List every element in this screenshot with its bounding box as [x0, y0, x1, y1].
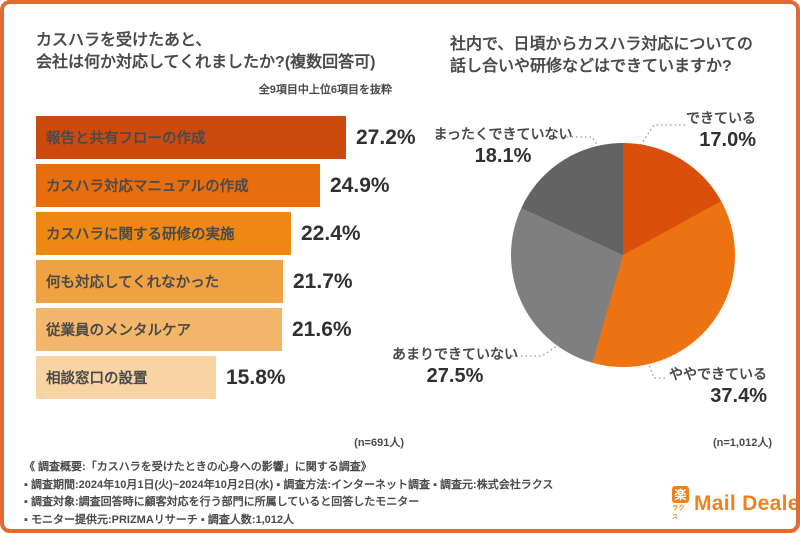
left-chart-n-label: (n=691人): [354, 437, 404, 449]
left-chart-title-line2: 会社は何か対応してくれましたか?(複数回答可): [36, 54, 376, 72]
survey-line: ▪ 調査期間:2024年10月1日(火)~2024年10月2日(水) ▪ 調査方…: [24, 478, 554, 491]
bar: 相談窓口の設置: [36, 356, 216, 399]
left-chart-title: カスハラを受けたあと、 会社は何か対応してくれましたか?(複数回答可): [36, 30, 375, 75]
pie-label-amari: あまりできていない 27.5%: [390, 346, 520, 389]
survey-heading: 《 調査概要:「カスハラを受けたときの心身への影響」に関する調査》: [24, 461, 372, 473]
bar-value: 21.7%: [293, 269, 353, 293]
rakus-icon-subtext: ラクス: [672, 506, 686, 521]
right-chart-title: 社内で、日頃からカスハラ対応についての 話し合いや研修などはできていますか?: [450, 34, 753, 79]
pie-label-value: 18.1%: [474, 144, 532, 167]
bar-row: 何も対応してくれなかった 21.7%: [36, 260, 436, 303]
right-chart-title-line1: 社内で、日頃からカスハラ対応についての: [450, 36, 753, 53]
rakus-icon-glyph: 楽: [672, 486, 689, 503]
pie-label-mattaku: まったくできていない 18.1%: [428, 126, 578, 169]
bar-row: 報告と共有フローの作成 27.2%: [36, 116, 436, 159]
right-chart-n-label: (n=1,012人): [713, 437, 772, 449]
rakus-logo-icon: 楽 ラクス: [672, 486, 689, 521]
bar-row: 従業員のメンタルケア 21.6%: [36, 308, 436, 351]
bar-row: カスハラに関する研修の実施 22.4%: [36, 212, 436, 255]
pie-label-dekiteiru: できている 17.0%: [656, 110, 756, 153]
bar-label: 相談窓口の設置: [46, 371, 148, 387]
bar: 何も対応してくれなかった: [36, 260, 283, 303]
bar-label: カスハラ対応マニュアルの作成: [46, 179, 249, 195]
pie-chart: [511, 143, 735, 367]
bar-value: 27.2%: [356, 125, 416, 149]
pie-label-text: あまりできていない: [392, 346, 518, 362]
pie-label-yaya: ややできている 37.4%: [637, 366, 767, 409]
bar: 報告と共有フローの作成: [36, 116, 346, 159]
bar-label: 何も対応してくれなかった: [46, 275, 220, 291]
pie-label-value: 27.5%: [426, 364, 484, 387]
pie-label-value: 17.0%: [699, 128, 756, 151]
pie-label-text: できている: [686, 110, 756, 126]
survey-line: ▪ モニター提供元:PRIZMAリサーチ ▪ 調査人数:1,012人: [24, 513, 294, 526]
bar-chart: 報告と共有フローの作成 27.2% カスハラ対応マニュアルの作成 24.9% カスハラに…: [36, 116, 436, 404]
right-chart-title-line2: 話し合いや研修などはできていますか?: [450, 58, 732, 76]
bar: カスハラ対応マニュアルの作成: [36, 164, 320, 207]
bar-value: 15.8%: [226, 365, 286, 389]
pie-label-text: まったくできていない: [433, 126, 573, 142]
mail-dealer-wordmark: Mail Dealer: [694, 491, 800, 515]
pie-label-text: ややできている: [669, 366, 767, 382]
bar-value: 22.4%: [301, 221, 361, 245]
bar-value: 24.9%: [330, 173, 390, 197]
left-chart-title-line1: カスハラを受けたあと、: [36, 32, 212, 49]
left-chart-subtitle: 全9項目中上位6項目を抜粋: [258, 84, 392, 96]
survey-overview: 《 調査概要:「カスハラを受けたときの心身への影響」に関する調査》 ▪ 調査期間…: [24, 459, 553, 529]
bar-label: 報告と共有フローの作成: [46, 131, 206, 147]
bar: 従業員のメンタルケア: [36, 308, 282, 351]
mail-dealer-logo: 楽 ラクス Mail Dealer: [672, 486, 800, 521]
bar-label: 従業員のメンタルケア: [46, 323, 191, 339]
pie-label-value: 37.4%: [710, 384, 767, 407]
bar: カスハラに関する研修の実施: [36, 212, 291, 255]
bar-value: 21.6%: [292, 317, 352, 341]
bar-row: カスハラ対応マニュアルの作成 24.9%: [36, 164, 436, 207]
survey-line: ▪ 調査対象:調査回答時に顧客対応を行う部門に所属していると回答したモニター: [24, 496, 420, 509]
bar-row: 相談窓口の設置 15.8%: [36, 356, 436, 399]
bar-label: カスハラに関する研修の実施: [46, 227, 235, 243]
